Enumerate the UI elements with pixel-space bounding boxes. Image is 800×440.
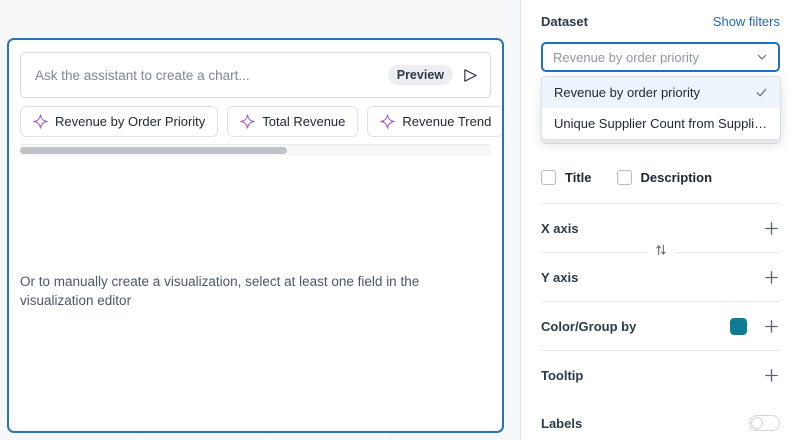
divider xyxy=(541,203,780,204)
divider xyxy=(541,350,780,351)
assistant-prompt-bar[interactable]: Ask the assistant to create a chart... P… xyxy=(20,52,491,98)
description-checkbox[interactable] xyxy=(616,170,632,185)
title-checkbox[interactable] xyxy=(541,170,556,185)
encoding-row-tooltip[interactable]: Tooltip xyxy=(541,351,780,399)
suggestion-chip[interactable]: Total Revenue xyxy=(227,106,359,137)
suggestion-chip-label: Total Revenue xyxy=(262,114,346,129)
dropdown-option[interactable]: Revenue by order priority xyxy=(542,77,780,108)
dataset-label: Dataset xyxy=(541,13,588,29)
sparkle-icon xyxy=(240,114,255,129)
divider xyxy=(541,301,780,302)
visualization-settings-pane: Dataset Show filters Revenue by order pr… xyxy=(520,0,800,440)
chevron-down-icon xyxy=(757,54,767,60)
sparkle-icon xyxy=(380,114,396,129)
dropdown-option-label: Unique Supplier Count from Supplier... xyxy=(554,116,768,131)
encoding-sections: X axis Y axis xyxy=(521,203,800,440)
check-icon xyxy=(756,88,767,97)
suggestion-chip-label: Revenue Trend xyxy=(402,114,492,129)
dataset-select[interactable]: Revenue by order priority xyxy=(541,42,780,72)
chip-row-scrollbar-thumb[interactable] xyxy=(20,147,287,154)
send-arrow-icon[interactable] xyxy=(460,65,480,85)
title-checkbox-label: Title xyxy=(565,170,592,185)
bottom-divider-ticks xyxy=(0,437,520,440)
encoding-row-color-group-by[interactable]: Color/Group by xyxy=(541,302,780,350)
description-checkbox-label: Description xyxy=(640,170,713,185)
plus-icon[interactable] xyxy=(763,269,780,286)
visualization-preview-pane: Ask the assistant to create a chart... P… xyxy=(0,38,520,440)
dataset-header: Dataset Show filters xyxy=(541,0,780,42)
plus-icon[interactable] xyxy=(763,220,780,237)
encoding-row-labels[interactable]: Labels xyxy=(541,399,780,440)
chip-row-scrollbar[interactable] xyxy=(20,144,491,156)
empty-state-hint: Or to manually create a visualization, s… xyxy=(20,274,420,308)
divider-tick xyxy=(390,437,520,440)
dataset-dropdown-menu[interactable]: Revenue by order priority Unique Supplie… xyxy=(541,76,781,140)
encoding-row-x-axis[interactable]: X axis xyxy=(541,204,780,252)
suggestion-chip[interactable]: Revenue Trend xyxy=(367,106,502,137)
encoding-label: Labels xyxy=(541,415,583,431)
show-filters-link[interactable]: Show filters xyxy=(712,13,780,29)
color-swatch[interactable] xyxy=(730,317,747,335)
suggestion-chip-label: Revenue by Order Priority xyxy=(55,114,206,129)
plus-icon[interactable] xyxy=(763,367,780,384)
encoding-row-y-axis[interactable]: Y axis xyxy=(541,253,780,301)
suggestion-chip[interactable]: Revenue by Order Priority xyxy=(20,106,219,137)
preview-button[interactable]: Preview xyxy=(387,65,453,85)
labels-toggle-knob xyxy=(751,417,763,429)
swap-vertical-icon[interactable] xyxy=(646,243,675,257)
divider-tick xyxy=(130,437,260,440)
divider-tick xyxy=(260,437,390,440)
dataset-select-value: Revenue by order priority xyxy=(553,49,699,65)
divider-tick xyxy=(0,437,130,440)
dropdown-option-label: Revenue by order priority xyxy=(554,85,700,100)
dropdown-option[interactable]: Unique Supplier Count from Supplier... xyxy=(542,108,780,139)
title-description-checkbox-row: Title Description xyxy=(541,170,712,185)
encoding-label: X axis xyxy=(541,220,579,236)
assistant-input[interactable]: Ask the assistant to create a chart... xyxy=(35,67,250,83)
suggestion-chip-row[interactable]: Revenue by Order Priority Total Revenue … xyxy=(20,106,502,137)
encoding-label: Y axis xyxy=(541,269,579,285)
axis-swap-divider xyxy=(541,243,780,257)
labels-toggle[interactable] xyxy=(749,415,780,431)
sparkle-icon xyxy=(33,114,48,129)
encoding-label: Tooltip xyxy=(541,367,584,383)
encoding-label: Color/Group by xyxy=(541,318,637,334)
plus-icon[interactable] xyxy=(763,318,780,335)
visualization-card: Ask the assistant to create a chart... P… xyxy=(7,38,504,433)
